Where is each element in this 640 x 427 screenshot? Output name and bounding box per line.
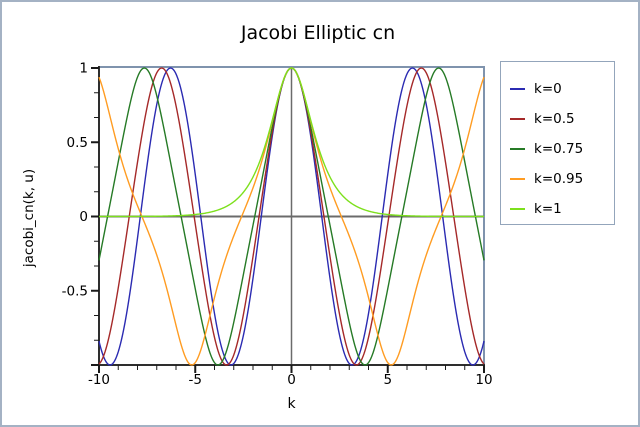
legend-line-sample — [510, 178, 525, 180]
x-tick-label: 0 — [287, 372, 296, 388]
x-tick-label: 5 — [383, 372, 392, 388]
x-tick-label: -10 — [88, 372, 110, 388]
legend: k=0 k=0.5 k=0.75 k=0.95 k=1 — [500, 61, 615, 225]
y-tick-label: 0.5 — [67, 135, 88, 151]
curve-k_1 — [99, 67, 484, 218]
x-axis-label: k — [287, 396, 296, 412]
legend-item-label: k=0.95 — [534, 171, 584, 187]
legend-line-sample — [510, 148, 525, 150]
legend-line-sample — [510, 118, 525, 120]
legend-line-sample — [510, 208, 525, 210]
legend-item: k=0 — [501, 74, 614, 104]
chart-title: Jacobi Elliptic cn — [240, 22, 396, 44]
y-tick-label: -0.5 — [62, 283, 88, 299]
legend-item-label: k=0.75 — [534, 141, 584, 157]
y-tick-label: 1 — [79, 61, 88, 77]
y-axis-label: jacobi_cn(k, u) — [21, 168, 37, 268]
x-tick-label: -5 — [189, 372, 202, 388]
legend-item: k=0.75 — [501, 134, 614, 164]
legend-line-sample — [510, 88, 525, 90]
legend-item-label: k=0.5 — [534, 111, 575, 127]
legend-item-label: k=1 — [534, 201, 562, 217]
x-tick-label: 10 — [475, 372, 492, 388]
legend-item: k=0.95 — [501, 164, 614, 194]
y-tick-label: 0 — [79, 209, 88, 225]
legend-item-label: k=0 — [534, 81, 562, 97]
legend-item: k=1 — [501, 194, 614, 224]
legend-item: k=0.5 — [501, 104, 614, 134]
